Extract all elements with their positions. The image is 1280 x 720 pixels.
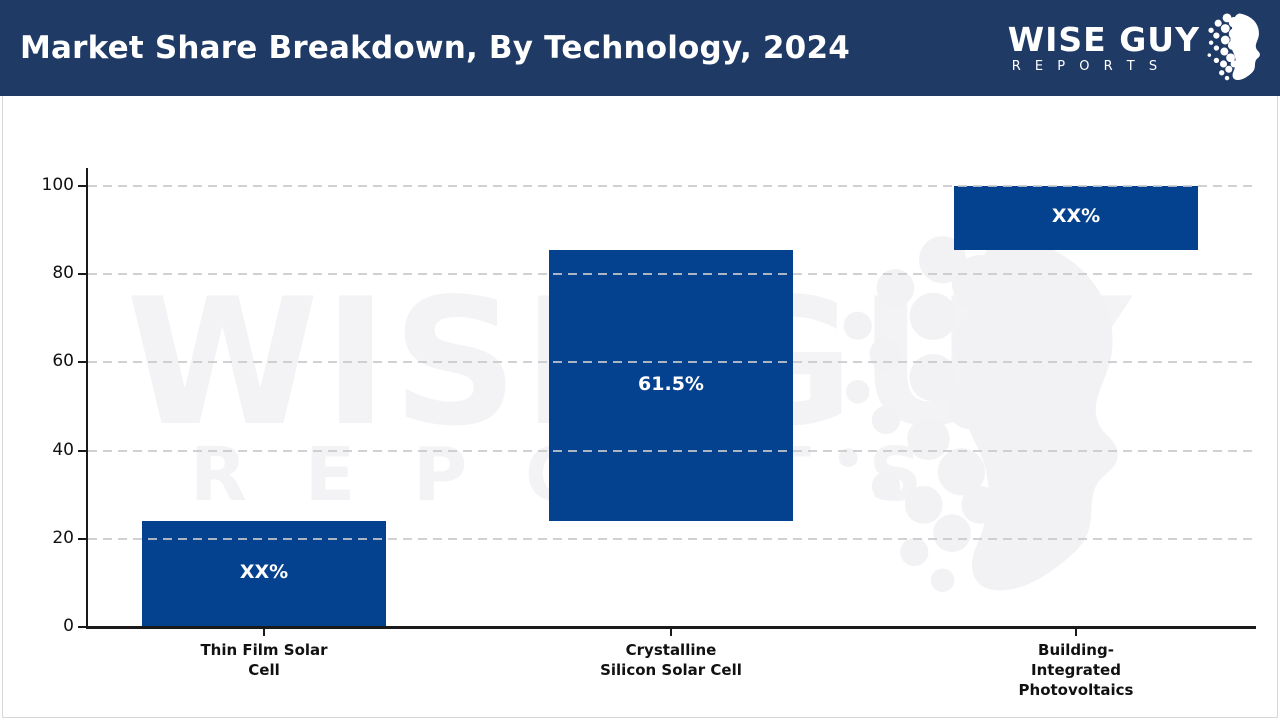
header: Market Share Breakdown, By Technology, 2… <box>0 0 1280 96</box>
bar-value-label: 61.5% <box>638 372 704 395</box>
x-tick-mark <box>1075 629 1077 636</box>
x-tick-mark <box>670 629 672 636</box>
y-axis-line <box>86 168 88 628</box>
brand-text: WISE GUY R E P O R T S <box>1007 20 1200 75</box>
y-tick-mark <box>78 273 86 276</box>
gridline-100 <box>88 185 1255 187</box>
logo-subtext: R E P O R T S <box>1011 59 1163 74</box>
gridline-80 <box>88 273 1255 276</box>
y-tick-mark <box>78 626 86 628</box>
bar-value-label: XX% <box>239 561 289 584</box>
gridline-20 <box>88 537 1255 540</box>
x-category-label: Building- Integrated Photovoltaics <box>1018 641 1134 699</box>
y-tick-mark <box>78 361 86 364</box>
page-title: Market Share Breakdown, By Technology, 2… <box>20 30 850 66</box>
gridline-40 <box>88 449 1255 452</box>
brand-logo: WISE GUY R E P O R T S <box>1008 6 1266 90</box>
bar-2 <box>549 249 793 522</box>
x-axis-line <box>86 626 1256 629</box>
y-tick-mark <box>78 185 86 187</box>
gridline-60 <box>88 361 1255 364</box>
y-tick-label: 100 <box>41 175 74 195</box>
x-tick-mark <box>263 629 265 636</box>
logo-wordmark: WISE GUY <box>1007 20 1200 59</box>
x-category-label: Thin Film Solar Cell <box>200 641 328 679</box>
y-tick-label: 40 <box>52 439 74 460</box>
y-tick-label: 80 <box>52 263 74 284</box>
y-tick-label: 20 <box>52 527 74 548</box>
x-category-label: Crystalline Silicon Solar Cell <box>600 641 742 679</box>
logo-head-icon <box>1204 10 1266 86</box>
y-tick-mark <box>78 449 86 452</box>
bar-value-label: XX% <box>1051 204 1101 227</box>
y-tick-label: 60 <box>52 351 74 372</box>
y-tick-label: 0 <box>63 616 74 636</box>
y-tick-mark <box>78 537 86 540</box>
